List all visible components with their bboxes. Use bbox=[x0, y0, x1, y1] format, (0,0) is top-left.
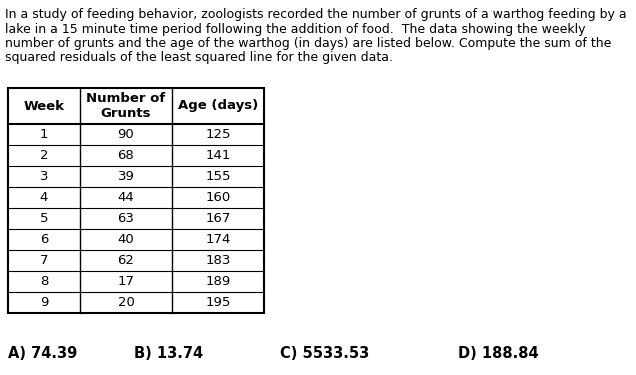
Text: 189: 189 bbox=[205, 275, 231, 288]
Text: 90: 90 bbox=[118, 128, 134, 141]
Text: 68: 68 bbox=[118, 149, 134, 162]
Text: 195: 195 bbox=[205, 296, 231, 309]
Text: 174: 174 bbox=[205, 233, 231, 246]
Text: 6: 6 bbox=[40, 233, 48, 246]
Text: 8: 8 bbox=[40, 275, 48, 288]
Text: lake in a 15 minute time period following the addition of food.  The data showin: lake in a 15 minute time period followin… bbox=[5, 22, 586, 36]
Text: Age (days): Age (days) bbox=[178, 99, 258, 112]
Text: 183: 183 bbox=[205, 254, 231, 267]
Text: 141: 141 bbox=[205, 149, 231, 162]
Text: 160: 160 bbox=[205, 191, 231, 204]
Text: A) 74.39: A) 74.39 bbox=[8, 345, 77, 360]
Text: 7: 7 bbox=[39, 254, 48, 267]
Text: 2: 2 bbox=[39, 149, 48, 162]
Text: C) 5533.53: C) 5533.53 bbox=[280, 345, 369, 360]
Text: 44: 44 bbox=[118, 191, 134, 204]
Text: 5: 5 bbox=[39, 212, 48, 225]
Text: 4: 4 bbox=[40, 191, 48, 204]
Text: squared residuals of the least squared line for the given data.: squared residuals of the least squared l… bbox=[5, 51, 393, 64]
Text: number of grunts and the age of the warthog (in days) are listed below. Compute : number of grunts and the age of the wart… bbox=[5, 37, 611, 50]
Text: Week: Week bbox=[24, 99, 64, 112]
Text: 3: 3 bbox=[39, 170, 48, 183]
Text: 125: 125 bbox=[205, 128, 231, 141]
Text: 1: 1 bbox=[39, 128, 48, 141]
Text: 63: 63 bbox=[118, 212, 134, 225]
Text: D) 188.84: D) 188.84 bbox=[458, 345, 539, 360]
Text: 40: 40 bbox=[118, 233, 134, 246]
Text: 20: 20 bbox=[118, 296, 134, 309]
Text: 62: 62 bbox=[118, 254, 134, 267]
Text: Number of
Grunts: Number of Grunts bbox=[86, 92, 165, 120]
Text: In a study of feeding behavior, zoologists recorded the number of grunts of a wa: In a study of feeding behavior, zoologis… bbox=[5, 8, 626, 21]
Text: 39: 39 bbox=[118, 170, 134, 183]
Text: 9: 9 bbox=[40, 296, 48, 309]
Text: 167: 167 bbox=[205, 212, 231, 225]
Text: 155: 155 bbox=[205, 170, 231, 183]
Text: B) 13.74: B) 13.74 bbox=[134, 345, 203, 360]
Bar bbox=[8, 88, 264, 313]
Text: 17: 17 bbox=[118, 275, 134, 288]
